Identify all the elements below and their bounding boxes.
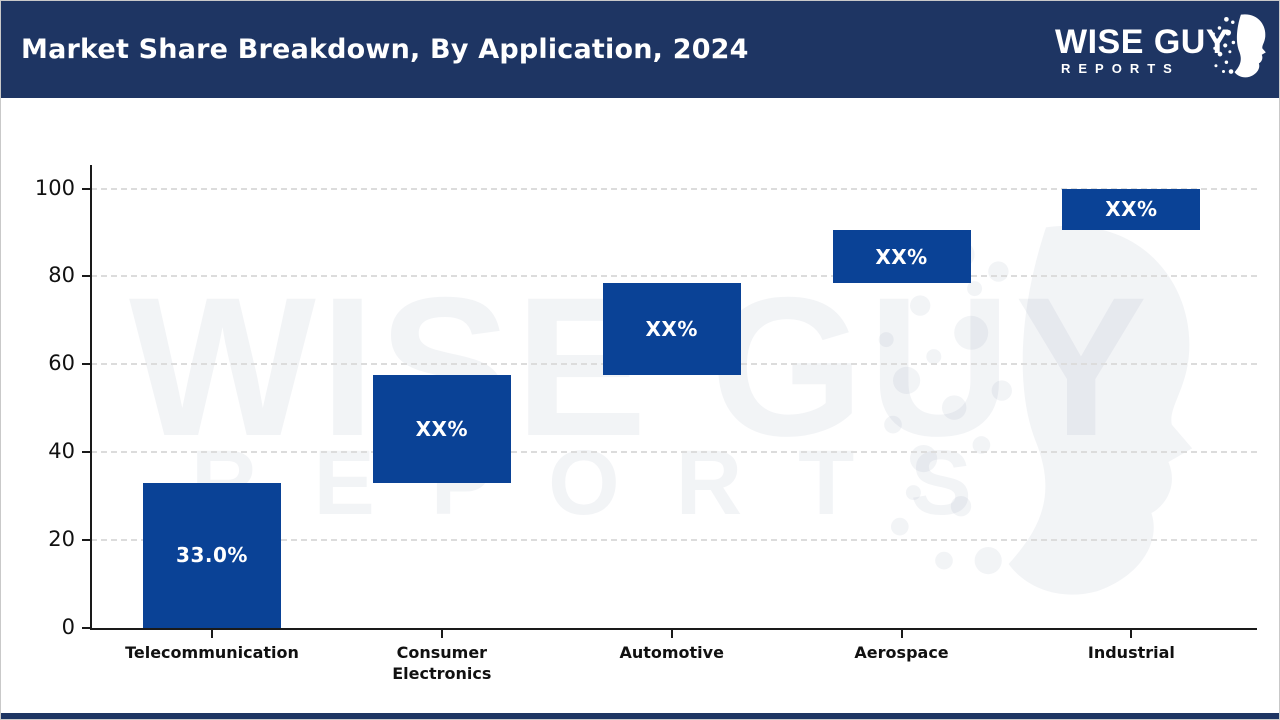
y-tick-label-20: 20 — [48, 527, 75, 552]
footer-bar — [1, 713, 1279, 719]
gridline-40 — [91, 451, 1257, 454]
logo-reports-text: REPORTS — [1061, 61, 1180, 76]
y-tick-label-40: 40 — [48, 439, 75, 464]
watermark-reports-text: REPORTS — [191, 432, 1028, 534]
bar-value-label-Consumer Electronics: XX% — [415, 417, 469, 442]
y-tick-label-80: 80 — [48, 263, 75, 288]
x-tick-label-Automotive: Automotive — [619, 643, 724, 662]
watermark-face-icon — [859, 201, 1199, 625]
y-tick-20 — [82, 539, 90, 542]
x-axis-line — [90, 628, 1257, 630]
brand-logo: WISE GUY REPORTS — [1027, 9, 1267, 91]
x-tick-Automotive — [670, 630, 673, 638]
bar-value-label-Telecommunication: 33.0% — [176, 543, 248, 568]
bar-Telecommunication: 33.0% — [143, 482, 281, 628]
x-tick-label-Aerospace: Aerospace — [854, 643, 949, 662]
x-tick-Industrial — [1130, 630, 1133, 638]
y-tick-100 — [82, 187, 90, 190]
waterfall-chart: 0 20 40 60 80 100 33.0% Telecommunication XX% Con… — [1, 98, 1279, 715]
x-tick-Consumer Electronics — [440, 630, 443, 638]
bar-Aerospace: XX% — [832, 230, 971, 283]
x-tick-label-Industrial: Industrial — [1087, 643, 1175, 662]
bar-value-label-Aerospace: XX% — [875, 244, 928, 269]
gridline-100 — [91, 187, 1257, 190]
y-tick-label-100: 100 — [34, 175, 75, 200]
y-tick-label-0: 0 — [61, 615, 75, 639]
x-tick-label-Consumer Electronics: Consumer Electronics — [392, 643, 492, 683]
x-tick-Telecommunication — [211, 630, 213, 638]
bar-Consumer Electronics: XX% — [372, 375, 511, 483]
bar-Industrial: XX% — [1062, 188, 1201, 231]
bar-value-label-Automotive: XX% — [645, 317, 698, 342]
x-tick-Aerospace — [900, 630, 903, 638]
y-tick-label-60: 60 — [48, 351, 75, 376]
bar-Automotive: XX% — [602, 282, 741, 376]
bar-value-label-Industrial: XX% — [1105, 197, 1158, 222]
logo-face-icon — [1212, 14, 1266, 78]
y-axis-line — [90, 165, 92, 629]
y-tick-0 — [82, 627, 90, 629]
x-tick-label-Telecommunication: Telecommunication — [125, 643, 299, 662]
y-tick-60 — [82, 363, 90, 366]
page-title: Market Share Breakdown, By Application, … — [21, 34, 749, 65]
header-bar: Market Share Breakdown, By Application, … — [1, 1, 1279, 98]
y-tick-80 — [82, 275, 90, 278]
y-tick-40 — [82, 451, 90, 454]
gridline-80 — [91, 275, 1257, 278]
gridline-20 — [91, 539, 1257, 542]
logo-wiseguy-text: WISE GUY — [1055, 23, 1230, 61]
